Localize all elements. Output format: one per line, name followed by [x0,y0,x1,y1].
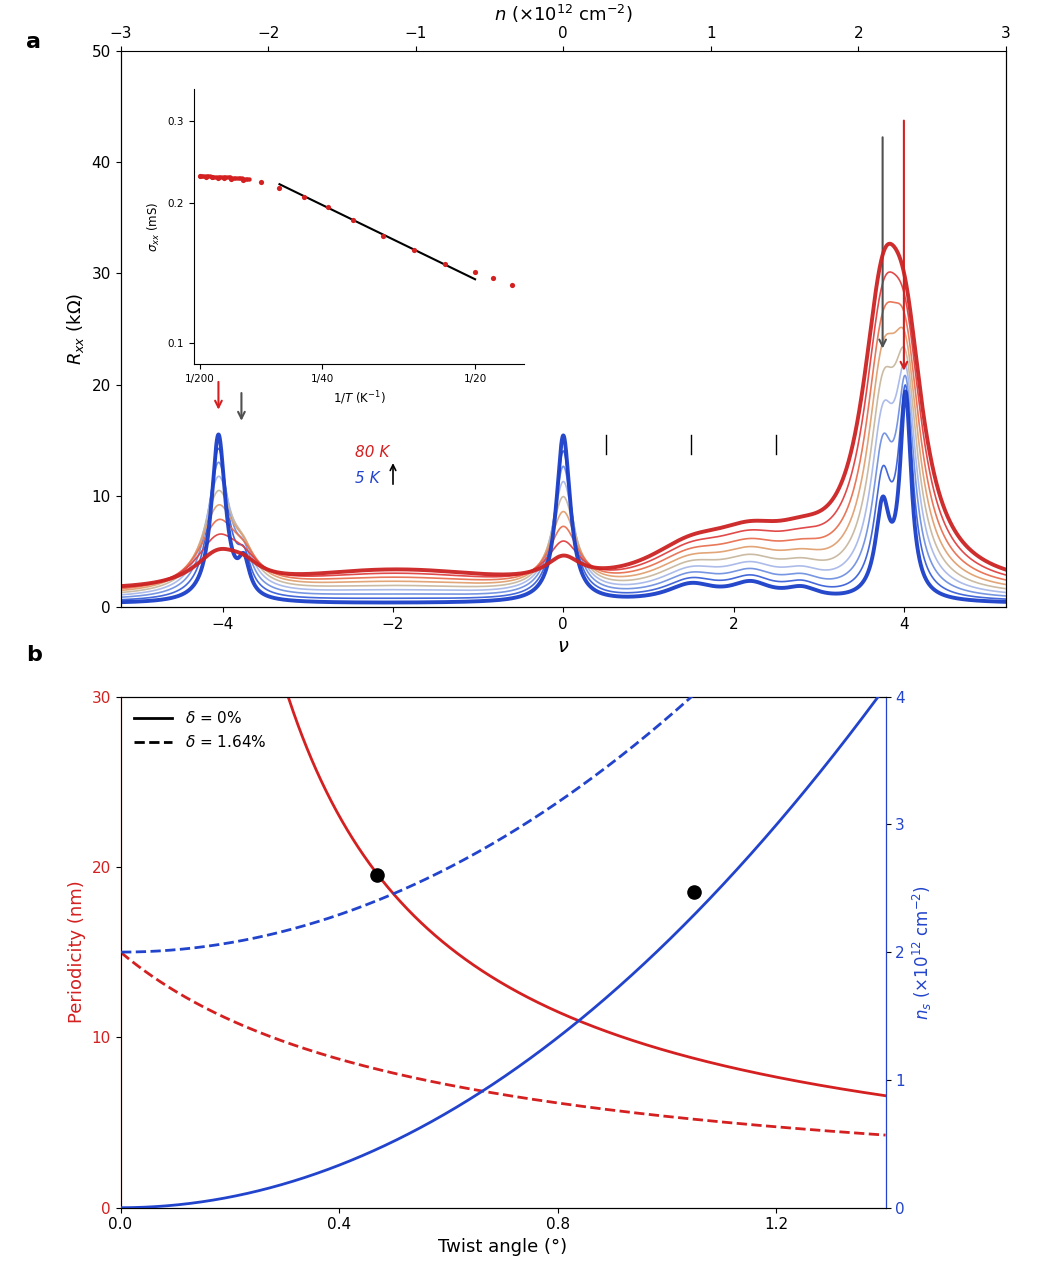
Point [232,167,248,188]
Point [345,210,362,230]
Point [485,267,502,288]
Y-axis label: $\sigma_{xx}$ (mS): $\sigma_{xx}$ (mS) [146,202,162,252]
Point [231,167,247,188]
Point [466,262,483,282]
Point [320,197,336,217]
Point [234,169,250,189]
Point [215,167,232,188]
Point [236,169,253,189]
Point [223,167,240,188]
Point [296,187,312,207]
Y-axis label: $n_s$ ($\times$10$^{12}$ cm$^{-2}$): $n_s$ ($\times$10$^{12}$ cm$^{-2}$) [911,884,934,1020]
Y-axis label: $R_{xx}$ (k$\Omega$): $R_{xx}$ (k$\Omega$) [65,293,86,366]
Legend: $\delta$ = 0%, $\delta$ = 1.64%: $\delta$ = 0%, $\delta$ = 1.64% [128,704,272,757]
Y-axis label: Periodicity (nm): Periodicity (nm) [68,881,86,1024]
Text: 80 K: 80 K [354,445,389,460]
Point [271,178,288,198]
X-axis label: $1/T$ (K$^{-1}$): $1/T$ (K$^{-1}$) [332,390,386,408]
Point [217,167,234,188]
Point [197,166,214,187]
Point [192,166,209,187]
Point [237,169,254,189]
Text: 5 K: 5 K [354,470,379,486]
Point [203,167,220,188]
Point [369,865,386,886]
Point [375,225,392,245]
Text: a: a [26,32,41,52]
Point [193,166,210,187]
Point [222,169,239,189]
Point [211,166,227,187]
Point [219,167,236,188]
Point [209,166,225,187]
Point [239,169,256,189]
Point [222,167,239,188]
Point [205,166,222,187]
Point [253,173,269,193]
X-axis label: $n$ ($\times$10$^{12}$ cm$^{-2}$): $n$ ($\times$10$^{12}$ cm$^{-2}$) [494,3,633,24]
Point [436,253,453,273]
Point [406,240,422,261]
Point [206,166,223,187]
Point [228,167,245,188]
Point [220,167,237,188]
Point [227,167,244,188]
Point [210,167,226,188]
Point [503,275,520,295]
X-axis label: $\nu$: $\nu$ [558,638,569,657]
X-axis label: Twist angle (°): Twist angle (°) [438,1238,568,1256]
Point [225,167,242,188]
Point [203,166,220,187]
Point [198,167,215,188]
Point [240,169,257,189]
Text: b: b [26,645,42,666]
Point [192,166,209,187]
Point [216,167,233,188]
Point [200,166,217,187]
Point [195,166,212,187]
Point [198,166,215,187]
Point [214,166,231,187]
Point [235,170,252,190]
Point [201,166,218,187]
Point [212,166,228,187]
Point [685,882,702,902]
